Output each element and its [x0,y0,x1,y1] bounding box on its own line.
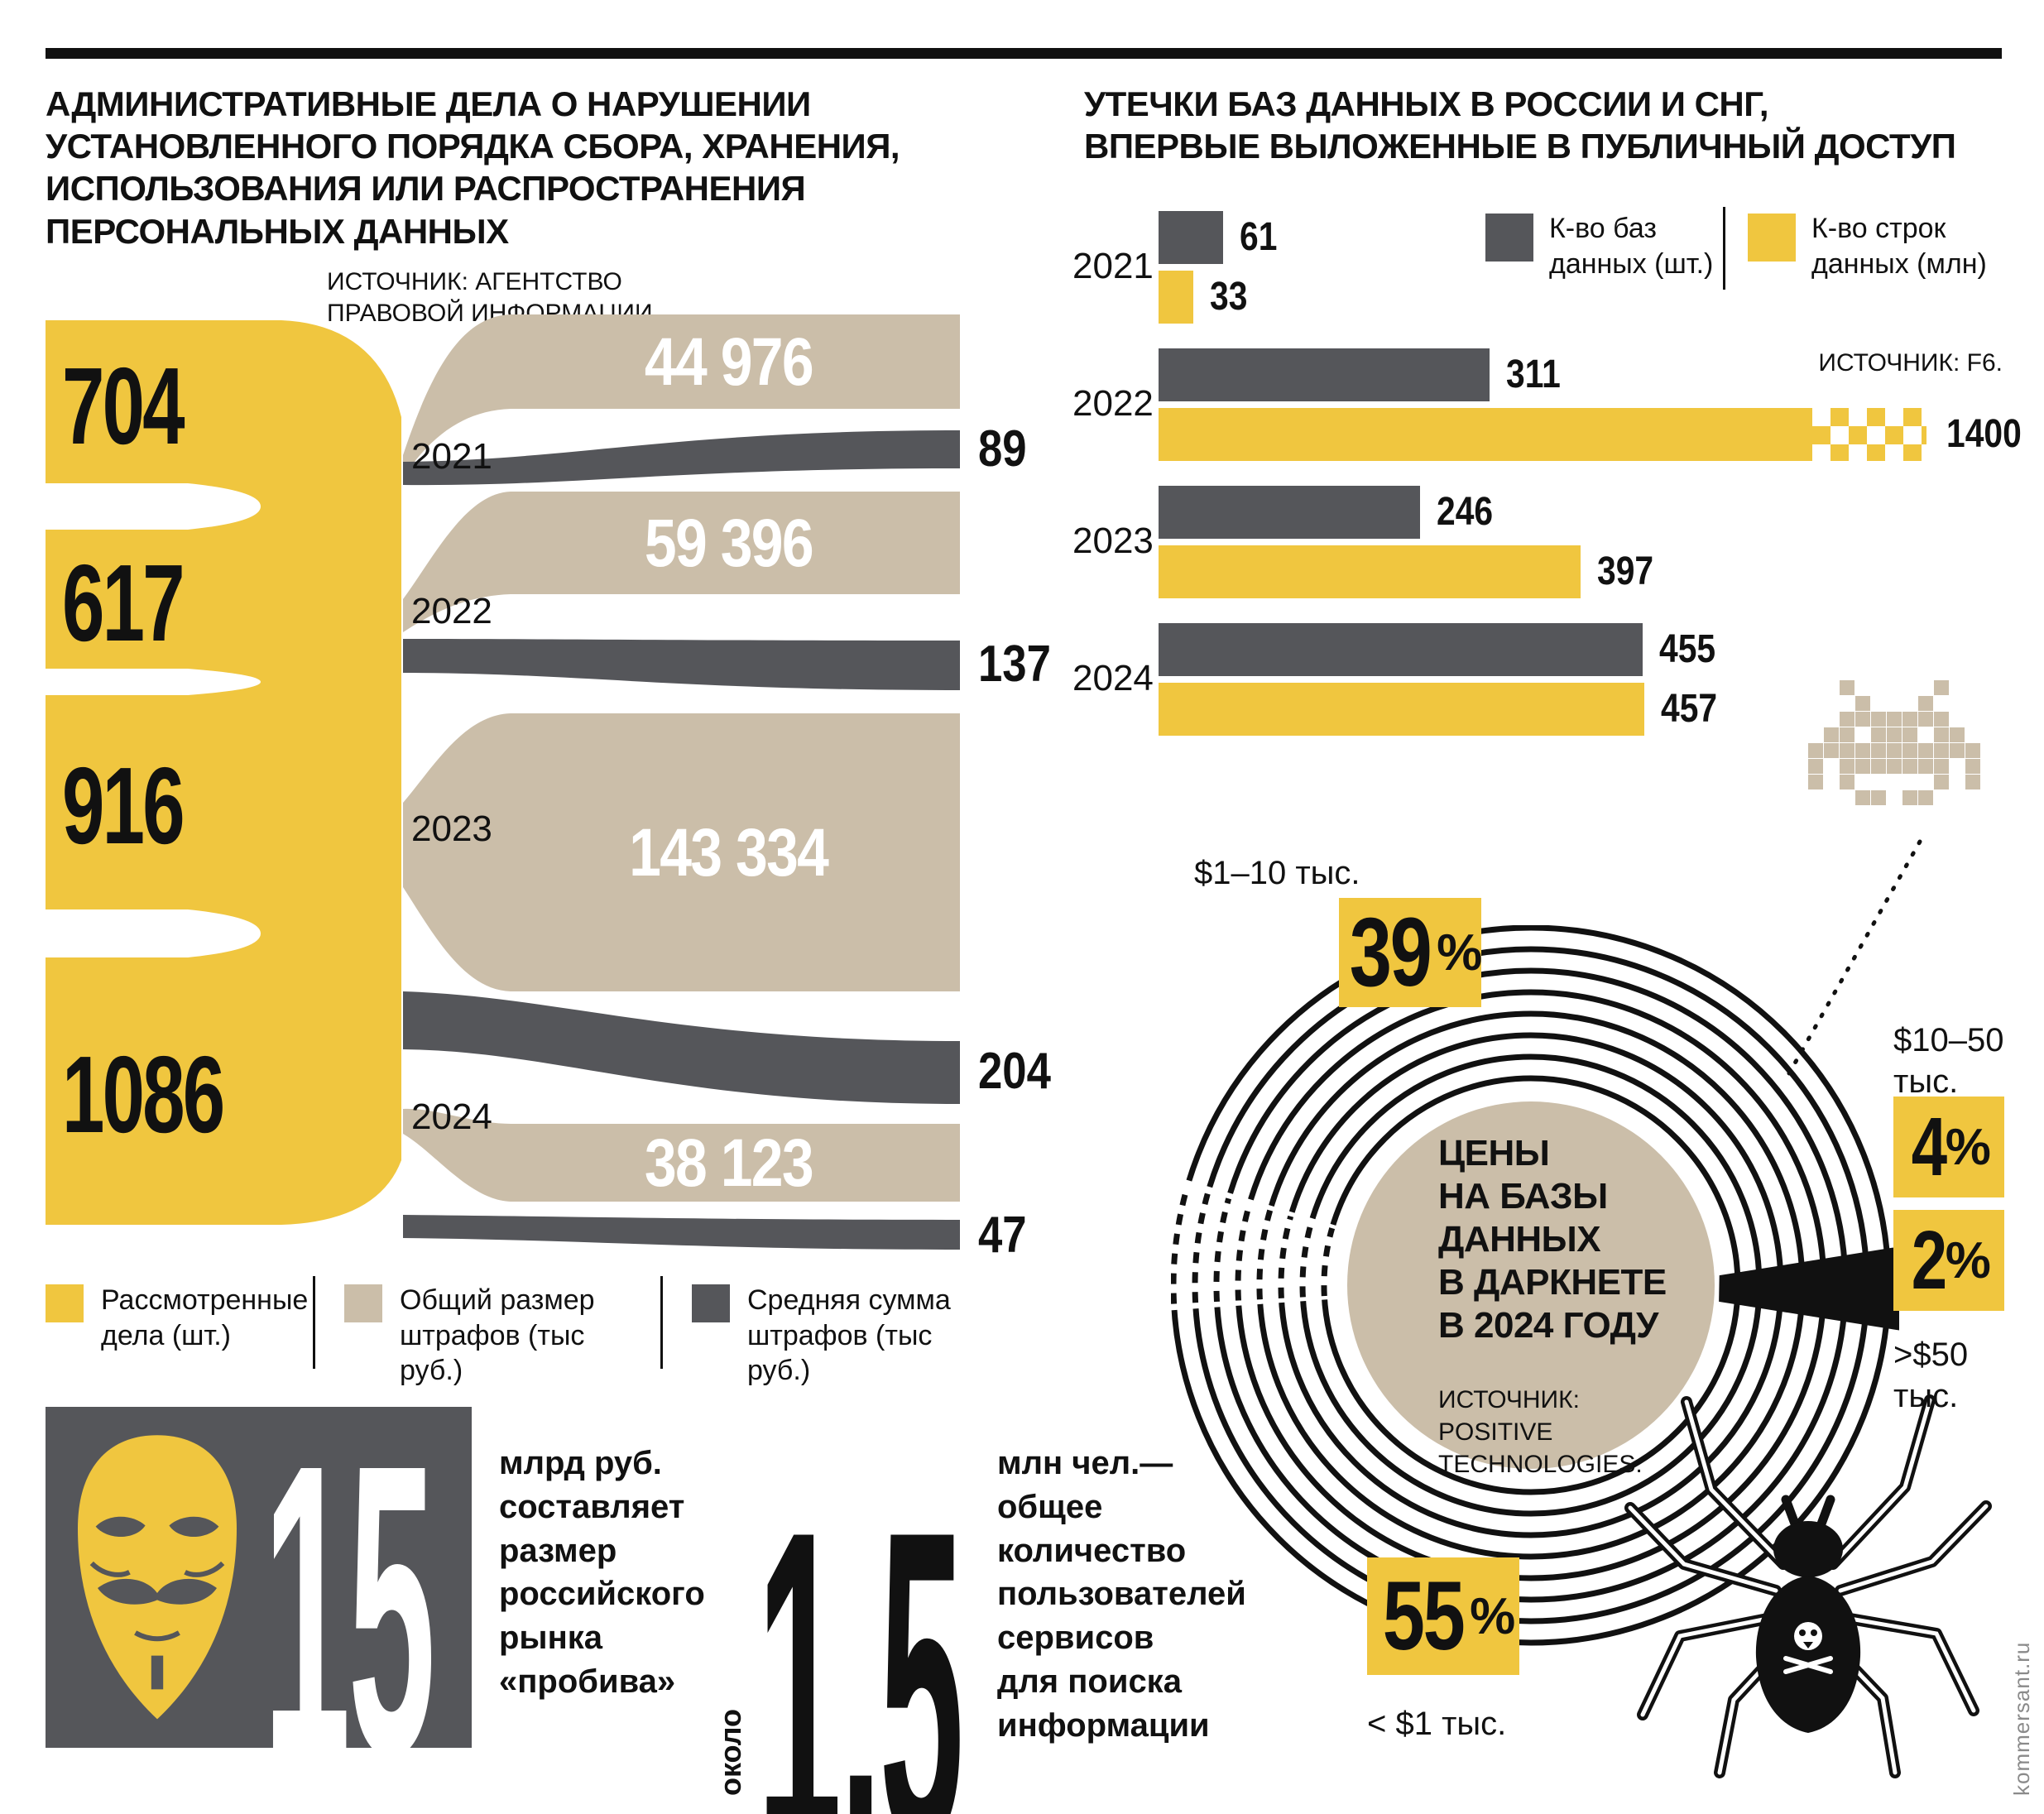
total-fines-2022-value: 59 396 [644,506,814,581]
cases-2021-value: 704 [62,345,185,467]
bases-bar-2021 [1159,211,1223,264]
pct-box-10-50k: 4% [1893,1097,2004,1197]
avg-fine-ribbon-2022 [403,639,960,690]
darknet-source: ИСТОЧНИК: POSITIVE TECHNOLOGIES. [1438,1386,1643,1478]
rows-value-2022: 1400 [1946,412,2022,456]
brand-credit: kommersant.ru [2009,1641,2034,1796]
avg-fine-ribbon-2021 [403,430,960,486]
leak-legend-label-bases: К-во баз данных (шт.) [1549,213,1714,280]
legend-label-avg-fines: Средняя сумма штрафов (тыс руб.) [747,1284,951,1386]
pct-unit-1-10k: % [1437,924,1483,981]
record-center-circle [1347,1101,1715,1469]
sankey-year-2022: 2022 [411,591,492,631]
invader-connector-line [1787,839,1922,1076]
record-grooves [1171,925,1899,1646]
sankey-year-2021: 2021 [411,436,492,477]
legend-divider-2 [660,1276,663,1369]
rows-value-2021: 33 [1210,275,1248,319]
leak-row-2023: 2023 246 397 [1072,486,2019,605]
total-fines-2021-value: 44 976 [644,324,814,400]
total-fines-ribbon-2023 [403,713,960,991]
total-fines-ribbon-2024 [403,1108,960,1202]
cases-flow-shape [46,320,401,1225]
total-fines-ribbon-2022 [403,492,960,632]
darknet-title: ЦЕНЫ НА БАЗЫ ДАННЫХ В ДАРКНЕТЕ В 2024 ГО… [1438,1133,1667,1346]
legend-swatch-total-fines [344,1284,382,1322]
probiv-market-text: млрд руб. составляет размер российского … [499,1445,705,1700]
bases-value-2021: 61 [1240,215,1278,259]
price-label-50k-plus: >$50 тыс. [1893,1337,1969,1414]
pct-unit-10-50k: % [1945,1118,1991,1176]
leak-year-2021: 2021 [1072,246,1154,286]
leak-row-2021: 2021 61 33 [1072,211,2019,330]
right-chart-source: ИСТОЧНИК: F6. [1818,349,2003,377]
pct-value-1-10k: 39 [1349,898,1432,1007]
total-fines-2024-value: 38 123 [644,1125,814,1201]
avg-fine-2023-value: 204 [978,1043,1051,1100]
leak-year-2022: 2022 [1072,383,1154,424]
bases-bar-2022 [1159,348,1490,401]
rows-value-2024: 457 [1661,687,1718,731]
pct-unit-50k-plus: % [1945,1231,1991,1289]
total-fines-ribbon-2021 [403,314,960,477]
bases-bar-2023 [1159,486,1420,539]
pct-unit-under-1k: % [1470,1587,1516,1645]
top-rule [46,48,2002,59]
bases-value-2024: 455 [1659,627,1716,671]
users-count-value: 1,5 [757,1438,964,1814]
legend-divider-1 [313,1276,315,1369]
around-prefix: около [713,1708,747,1796]
leak-legend-label-rows: К-во строк данных (млн) [1811,213,1987,280]
cases-2023-value: 916 [62,745,185,866]
legend-label-cases: Рассмотренные дела (шт.) [101,1284,309,1351]
pct-value-10-50k: 4 [1911,1100,1947,1193]
leak-legend-divider [1723,207,1725,290]
total-fines-2023-value: 143 334 [628,815,829,890]
cases-2024-value: 1086 [62,1034,225,1155]
left-chart-title: АДМИНИСТРАТИВНЫЕ ДЕЛА О НАРУШЕНИИ УСТАНО… [46,84,900,251]
legend-label-total-fines: Общий размер штрафов (тыс руб.) [400,1284,595,1386]
sankey-year-2023: 2023 [411,809,492,849]
space-invader-icon [1808,680,1980,805]
avg-fine-ribbon-2023 [403,991,960,1104]
bases-value-2022: 311 [1506,353,1561,396]
sankey-year-2024: 2024 [411,1097,492,1137]
bases-value-2023: 246 [1437,490,1494,534]
spider-icon [1624,1394,1992,1778]
avg-fine-2022-value: 137 [978,636,1051,693]
avg-fine-2024-value: 47 [978,1207,1027,1264]
pct-value-under-1k: 55 [1382,1562,1466,1671]
price-label-under-1k: < $1 тыс. [1367,1706,1507,1742]
pct-box-50k-plus: 2% [1893,1210,2004,1311]
pct-box-under-1k: 55% [1367,1557,1519,1675]
leak-row-2022: 2022 311 1400 [1072,348,2022,468]
rows-bar-2021 [1159,271,1193,324]
rows-bar-2024 [1159,683,1644,736]
avg-fine-ribbon-2024 [403,1215,960,1250]
legend-swatch-avg-fines [692,1284,730,1322]
leak-year-2023: 2023 [1072,521,1154,561]
bases-bar-2024 [1159,623,1643,676]
legend-swatch-cases [46,1284,84,1322]
fines-sankey-chart [46,314,960,1250]
leak-row-2024: 2024 455 457 [1072,623,2019,742]
pct-box-1-10k: 39% [1339,898,1483,1007]
rows-bar-2022 [1159,408,1926,461]
price-label-10-50k: $10–50 тыс. [1893,1022,2004,1100]
leak-legend-swatch-rows [1748,214,1796,262]
users-count-text: млн чел.— общее количество пользователей… [997,1445,1246,1744]
rows-value-2023: 397 [1597,549,1654,593]
leak-year-2024: 2024 [1072,658,1154,698]
right-chart-title: УТЕЧКИ БАЗ ДАННЫХ В РОССИИ И СНГ, ВПЕРВЫ… [1084,84,1956,166]
rows-bar-2023 [1159,545,1581,598]
leak-legend-swatch-bases [1485,214,1533,262]
avg-fine-2021-value: 89 [978,420,1027,477]
price-label-1-10k: $1–10 тыс. [1194,855,1360,891]
pct-value-50k-plus: 2 [1911,1213,1947,1307]
darknet-record-chart [1171,925,1899,1646]
probiv-market-value: 15 [263,1378,435,1814]
guy-fawkes-mask-icon [78,1435,237,1720]
cases-2022-value: 617 [62,542,185,664]
